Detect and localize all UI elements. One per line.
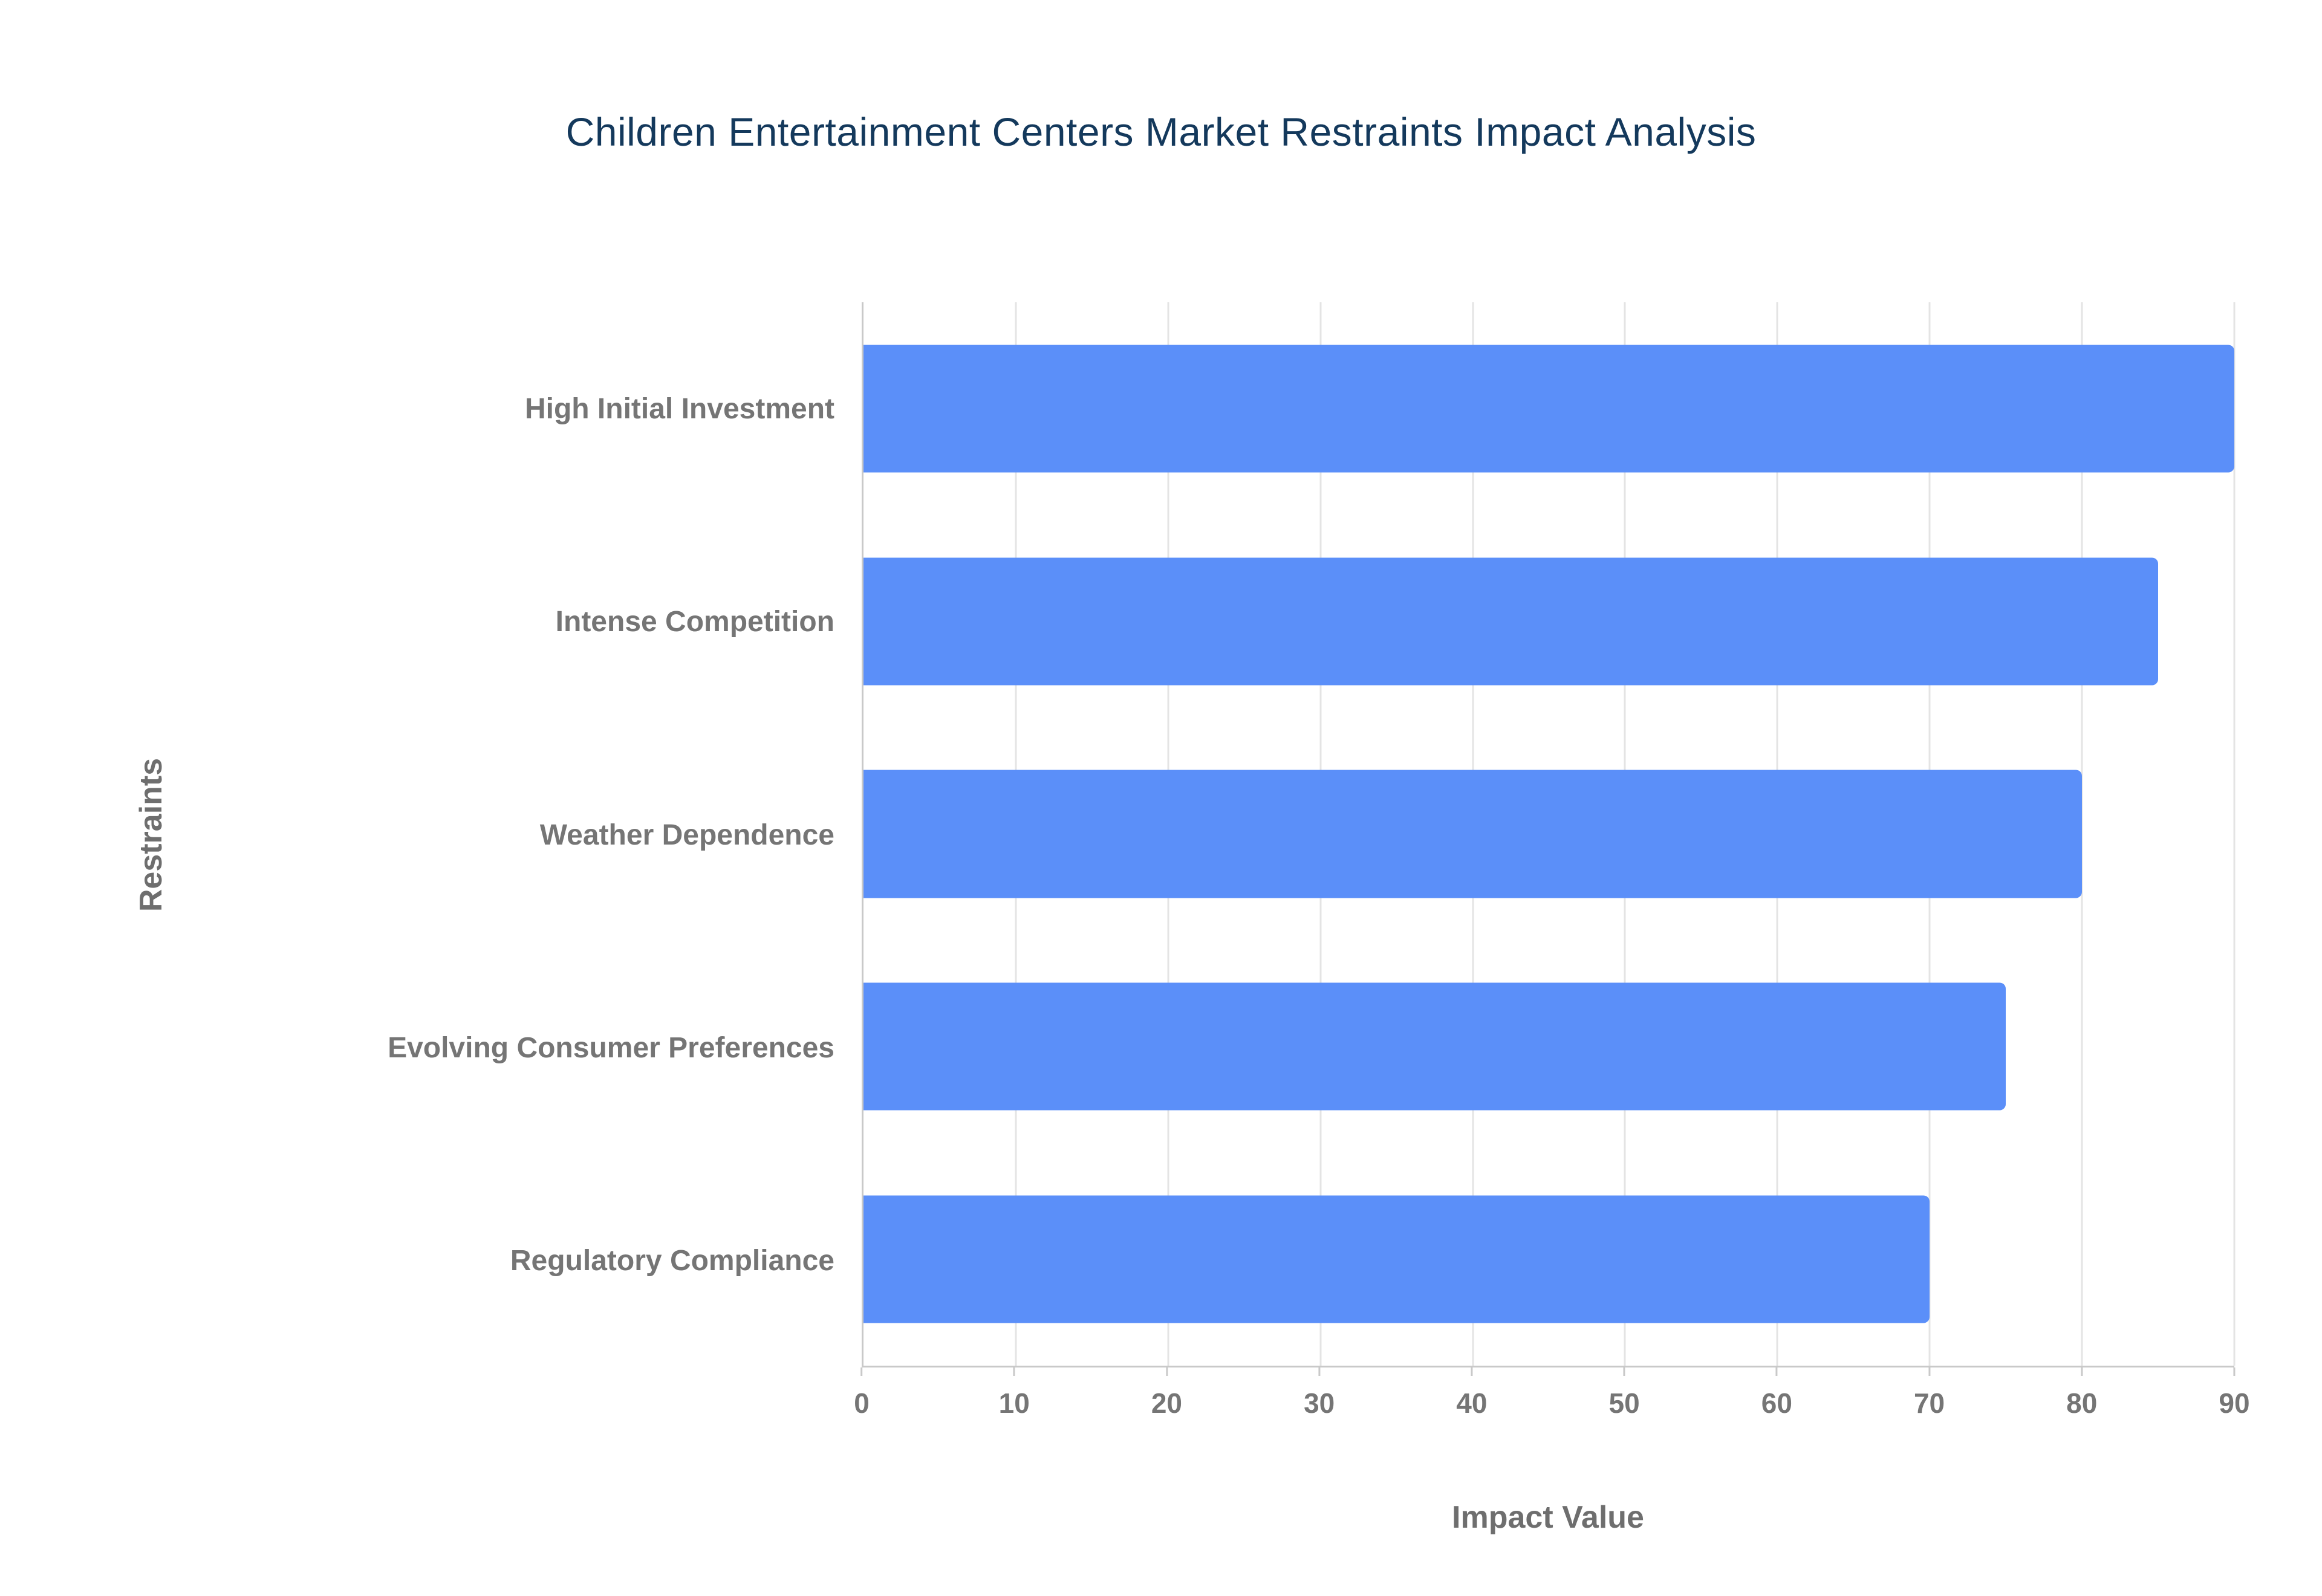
bar-row — [863, 515, 2234, 728]
tick-mark — [1318, 1367, 1321, 1376]
x-tick: 40 — [1456, 1367, 1487, 1419]
gridline — [2233, 302, 2236, 1366]
plot-area — [862, 302, 2236, 1367]
chart-title: Children Entertainment Centers Market Re… — [565, 109, 1757, 154]
tick-label: 90 — [2219, 1387, 2250, 1419]
x-tick: 10 — [999, 1367, 1030, 1419]
bar-row — [863, 728, 2234, 941]
bar — [863, 345, 2234, 473]
category-label: Regulatory Compliance — [510, 1245, 834, 1277]
bar-row — [863, 1153, 2234, 1366]
tick-mark — [2233, 1367, 2236, 1376]
category-label: High Initial Investment — [524, 392, 834, 425]
tick-mark — [1928, 1367, 1931, 1376]
x-axis-title: Impact Value — [1452, 1500, 1644, 1535]
tick-label: 40 — [1456, 1387, 1488, 1419]
tick-mark — [1165, 1367, 1168, 1376]
bar — [863, 770, 2083, 898]
bar — [863, 557, 2159, 686]
tick-label: 10 — [998, 1387, 1030, 1419]
tick-label: 70 — [1913, 1387, 1945, 1419]
bar-row — [863, 302, 2234, 515]
x-tick: 50 — [1609, 1367, 1640, 1419]
category-labels: High Initial Investment Intense Competiti… — [0, 302, 834, 1367]
bar-row — [863, 940, 2234, 1153]
x-tick: 80 — [2066, 1367, 2097, 1419]
tick-label: 0 — [854, 1387, 870, 1419]
tick-mark — [860, 1367, 863, 1376]
x-tick: 30 — [1304, 1367, 1335, 1419]
x-tick: 60 — [1761, 1367, 1792, 1419]
tick-label: 80 — [2066, 1387, 2098, 1419]
category-label: Evolving Consumer Preferences — [388, 1031, 834, 1064]
tick-mark — [2081, 1367, 2083, 1376]
tick-label: 60 — [1761, 1387, 1792, 1419]
gridline — [2081, 302, 2083, 1366]
tick-label: 20 — [1151, 1387, 1183, 1419]
x-axis-ticks: 0 10 20 30 40 50 60 70 80 90 — [854, 1367, 2250, 1440]
tick-mark — [1775, 1367, 1778, 1376]
tick-mark — [1013, 1367, 1015, 1376]
x-tick: 20 — [1151, 1367, 1182, 1419]
x-tick: 70 — [1914, 1367, 1945, 1419]
bar-rows — [863, 302, 2234, 1366]
x-tick: 90 — [2219, 1367, 2250, 1419]
tick-mark — [1623, 1367, 1625, 1376]
tick-label: 30 — [1304, 1387, 1335, 1419]
category-label: Intense Competition — [555, 606, 834, 638]
bar — [863, 982, 2006, 1111]
category-label: Weather Dependence — [539, 819, 834, 851]
bar — [863, 1195, 1930, 1323]
x-tick: 0 — [854, 1367, 870, 1419]
tick-mark — [1471, 1367, 1473, 1376]
tick-label: 50 — [1608, 1387, 1640, 1419]
